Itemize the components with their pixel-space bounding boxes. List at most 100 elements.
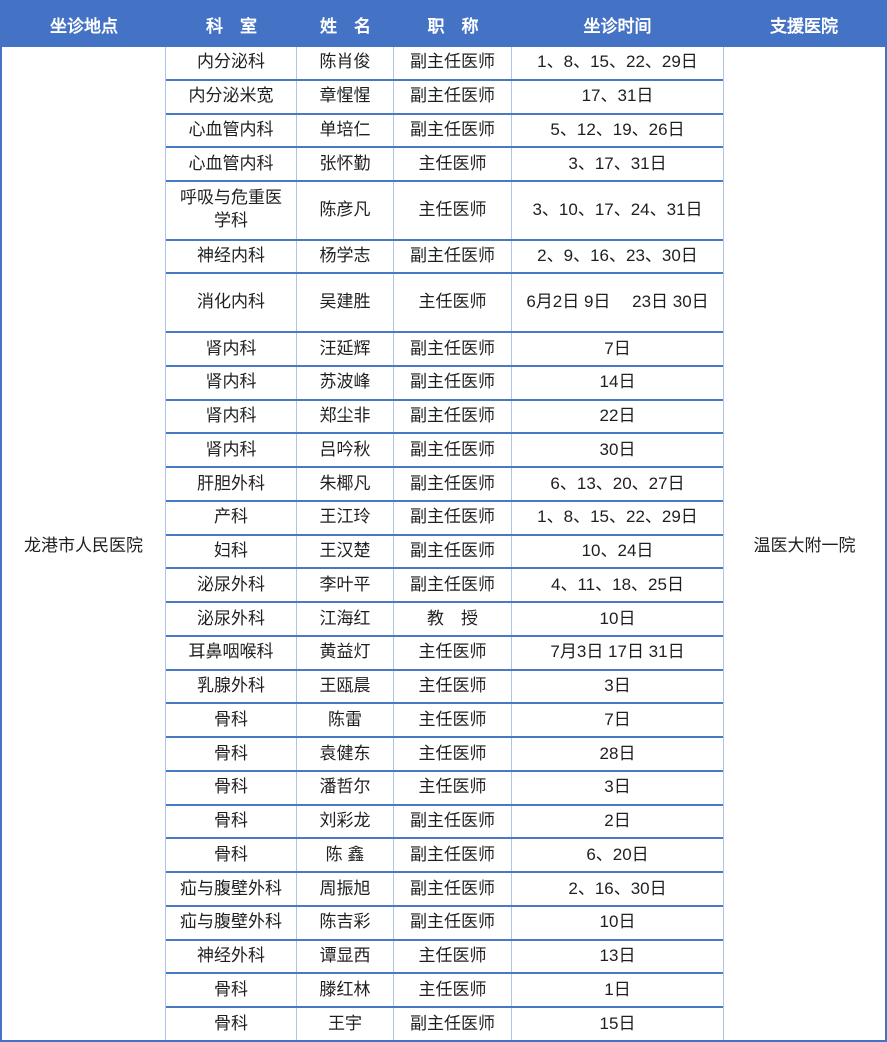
- department-cell: 产科: [166, 501, 297, 534]
- table-row: 肝胆外科 朱椰凡 副主任医师 6、13、20、27日: [166, 468, 723, 502]
- doctor-name-cell: 周振旭: [297, 873, 394, 905]
- table-row: 疝与腹壁外科 周振旭 副主任医师 2、16、30日: [166, 873, 723, 907]
- doctor-title-cell: 副主任医师: [394, 468, 512, 500]
- department-cell: 消化内科: [166, 274, 297, 332]
- doctor-title-cell: 副主任医师: [394, 333, 512, 365]
- doctor-title-cell: 主任医师: [394, 940, 512, 973]
- department-cell: 骨科: [166, 738, 297, 770]
- doctor-name-cell: 李叶平: [297, 569, 394, 602]
- doctor-name-cell: 刘彩龙: [297, 805, 394, 838]
- doctor-name-cell: 袁健东: [297, 738, 394, 770]
- table-row: 骨科 袁健东 主任医师 28日: [166, 738, 723, 772]
- header-support: 支援医院: [770, 17, 838, 36]
- department-cell: 骨科: [166, 839, 297, 872]
- table-row: 肾内科 汪延辉 副主任医师 7日: [166, 333, 723, 367]
- table-row: 骨科 王宇 副主任医师 15日: [166, 1008, 723, 1040]
- doctor-title-cell: 副主任医师: [394, 366, 512, 399]
- table-row: 泌尿外科 李叶平 副主任医师 4、11、18、25日: [166, 569, 723, 604]
- department-cell: 内分泌米宽: [166, 80, 297, 113]
- support-hospital-cell: 温医大附一院: [723, 47, 885, 1040]
- table-row: 内分泌米宽 章惺惺 副主任医师 17、31日: [166, 80, 723, 115]
- department-cell: 骨科: [166, 704, 297, 737]
- department-cell: 乳腺外科: [166, 670, 297, 703]
- doctor-name-cell: 潘哲尔: [297, 771, 394, 804]
- schedule-time-cell: 1、8、15、22、29日: [537, 52, 698, 72]
- doctor-name-cell: 张怀勤: [297, 148, 394, 180]
- doctor-name-cell: 杨学志: [297, 240, 394, 273]
- table-row: 肾内科 郑尘非 副主任医师 22日: [166, 400, 723, 435]
- doctor-title-cell: 副主任医师: [394, 240, 512, 273]
- doctor-name-cell: 陈吉彩: [297, 906, 394, 939]
- doctor-name-cell: 王宇: [297, 1008, 394, 1040]
- header-location: 坐诊地点: [50, 17, 118, 36]
- doctor-title-cell: 主任医师: [394, 670, 512, 703]
- table-row: 内分泌科 陈肖俊 副主任医师 1、8、15、22、29日: [166, 47, 723, 81]
- department-cell: 肾内科: [166, 434, 297, 467]
- schedule-rows: 内分泌科 陈肖俊 副主任医师 1、8、15、22、29日 内分泌米宽 章惺惺 副…: [166, 47, 723, 1040]
- table-row: 耳鼻咽喉科 黄益灯 主任医师 7月3日 17日 31日: [166, 636, 723, 671]
- schedule-time-cell: 6、20日: [586, 844, 649, 864]
- schedule-time-cell: 3日: [604, 777, 631, 797]
- table-row: 神经内科 杨学志 副主任医师 2、9、16、23、30日: [166, 240, 723, 275]
- department-cell: 肾内科: [166, 366, 297, 399]
- header-department: 科 室: [206, 17, 257, 36]
- doctor-name-cell: 单培仁: [297, 114, 394, 147]
- doctor-name-cell: 王汉楚: [297, 535, 394, 568]
- doctor-title-cell: 副主任医师: [394, 569, 512, 602]
- table-row: 泌尿外科 江海红 教 授 10日: [166, 603, 723, 637]
- table-row: 妇科 王汉楚 副主任医师 10、24日: [166, 535, 723, 570]
- doctor-title-cell: 教 授: [394, 603, 512, 635]
- department-cell: 疝与腹壁外科: [166, 873, 297, 905]
- doctor-title-cell: 主任医师: [394, 274, 512, 332]
- doctor-name-cell: 吴建胜: [297, 274, 394, 332]
- schedule-time-cell: 5、12、19、26日: [550, 119, 685, 139]
- doctor-title-cell: 主任医师: [394, 636, 512, 669]
- schedule-time-cell: 7日: [604, 338, 631, 358]
- schedule-time-cell: 22日: [599, 406, 636, 426]
- table-body: 龙港市人民医院 内分泌科 陈肖俊 副主任医师 1、8、15、22、29日 内分泌…: [2, 47, 885, 1040]
- doctor-name-cell: 章惺惺: [297, 80, 394, 113]
- doctor-title-cell: 主任医师: [394, 974, 512, 1007]
- schedule-time-cell: 4、11、18、25日: [551, 574, 684, 594]
- doctor-name-cell: 谭显西: [297, 940, 394, 973]
- schedule-time-cell: 17、31日: [581, 86, 654, 106]
- schedule-time-cell: 10日: [599, 608, 636, 628]
- location-cell: 龙港市人民医院: [2, 47, 166, 1040]
- doctor-name-cell: 陈 鑫: [297, 839, 394, 872]
- table-row: 骨科 陈 鑫 副主任医师 6、20日: [166, 839, 723, 874]
- department-cell: 肾内科: [166, 333, 297, 365]
- doctor-title-cell: 副主任医师: [394, 400, 512, 433]
- doctor-name-cell: 王江玲: [297, 501, 394, 534]
- schedule-time-cell: 1、8、15、22、29日: [537, 507, 698, 527]
- department-cell: 神经内科: [166, 240, 297, 273]
- department-cell: 妇科: [166, 535, 297, 568]
- table-row: 心血管内科 单培仁 副主任医师 5、12、19、26日: [166, 114, 723, 149]
- doctor-title-cell: 副主任医师: [394, 1008, 512, 1040]
- schedule-time-cell: 3、17、31日: [568, 153, 667, 173]
- department-cell: 内分泌科: [166, 47, 297, 79]
- doctor-name-cell: 朱椰凡: [297, 468, 394, 500]
- table-row: 骨科 陈雷 主任医师 7日: [166, 704, 723, 739]
- schedule-time-cell: 13日: [599, 946, 636, 966]
- department-cell: 肝胆外科: [166, 468, 297, 500]
- table-row: 呼吸与危重医学科 陈彦凡 主任医师 3、10、17、24、31日: [166, 182, 723, 241]
- schedule-time-cell: 3日: [604, 676, 631, 696]
- department-cell: 骨科: [166, 974, 297, 1007]
- table-row: 骨科 潘哲尔 主任医师 3日: [166, 771, 723, 806]
- department-cell: 泌尿外科: [166, 603, 297, 635]
- table-row: 骨科 滕红林 主任医师 1日: [166, 974, 723, 1009]
- doctor-title-cell: 副主任医师: [394, 906, 512, 939]
- department-cell: 泌尿外科: [166, 569, 297, 602]
- doctor-name-cell: 苏波峰: [297, 366, 394, 399]
- table-row: 神经外科 谭显西 主任医师 13日: [166, 940, 723, 975]
- table-row: 肾内科 苏波峰 副主任医师 14日: [166, 366, 723, 401]
- table-row: 肾内科 吕吟秋 副主任医师 30日: [166, 434, 723, 469]
- table-row: 心血管内科 张怀勤 主任医师 3、17、31日: [166, 148, 723, 182]
- doctor-title-cell: 副主任医师: [394, 501, 512, 534]
- doctor-name-cell: 王瓯晨: [297, 670, 394, 703]
- doctor-title-cell: 副主任医师: [394, 47, 512, 79]
- schedule-time-cell: 7日: [604, 709, 631, 729]
- schedule-time-cell: 15日: [599, 1013, 636, 1033]
- doctor-title-cell: 副主任医师: [394, 114, 512, 147]
